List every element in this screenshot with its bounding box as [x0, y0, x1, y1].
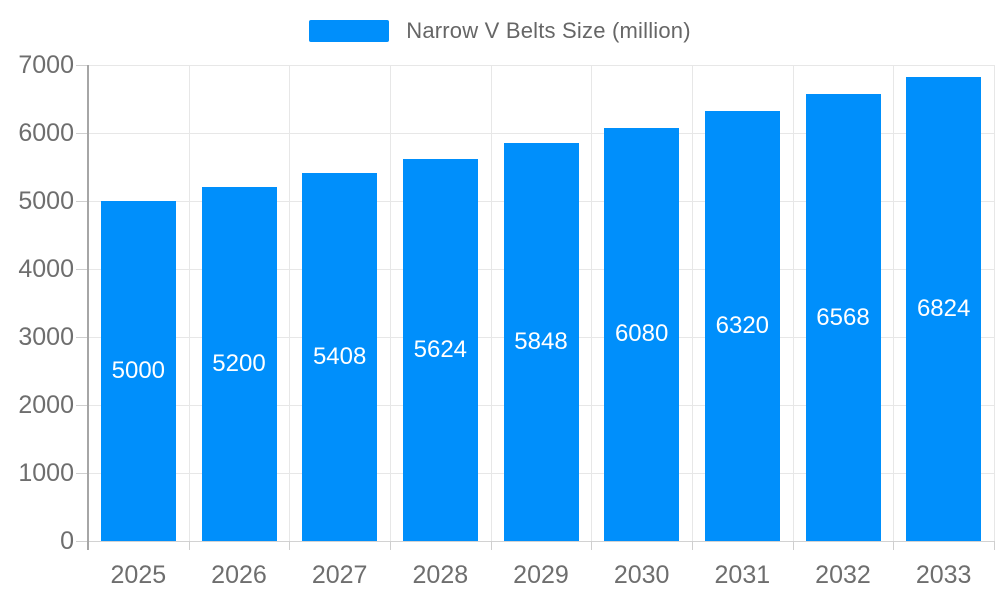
- y-axis-tick: [76, 337, 88, 338]
- x-gridline: [994, 65, 995, 541]
- bar-2025[interactable]: 5000: [100, 201, 176, 541]
- bar-value-label: 6824: [916, 294, 971, 322]
- bar-2032[interactable]: 6568: [805, 94, 881, 541]
- y-axis-label: 1000: [18, 459, 74, 487]
- bar-2029[interactable]: 5848: [503, 143, 579, 541]
- x-axis-tick: [188, 541, 190, 550]
- x-axis-label: 2027: [311, 561, 368, 589]
- bar-2031[interactable]: 6320: [704, 111, 780, 541]
- x-gridline: [390, 65, 391, 541]
- x-axis-label: 2026: [211, 561, 267, 589]
- x-axis-tick: [289, 541, 291, 550]
- bar-value-label: 5408: [312, 343, 367, 371]
- bar-value-label: 5848: [514, 328, 568, 356]
- x-gridline: [289, 65, 291, 541]
- y-axis-label: 7000: [18, 51, 74, 79]
- y-axis-tick: [76, 541, 88, 542]
- y-axis-label: 6000: [18, 119, 74, 147]
- x-axis-label: 2032: [815, 561, 871, 589]
- x-axis-label: 2031: [714, 561, 771, 589]
- bar-value-label: 5624: [413, 335, 468, 363]
- x-gridline: [591, 65, 593, 541]
- y-axis-tick: [76, 269, 88, 270]
- y-axis-tick: [76, 65, 88, 66]
- y-axis-label: 0: [60, 527, 74, 555]
- x-axis-label: 2029: [513, 561, 569, 589]
- x-axis-tick: [792, 541, 794, 550]
- x-gridline: [692, 65, 693, 541]
- x-gridline: [188, 65, 190, 541]
- y-gridline: [88, 133, 994, 134]
- x-axis-tick: [390, 541, 391, 550]
- bar-value-label: 5200: [212, 350, 266, 378]
- bar-2030[interactable]: 6080: [604, 127, 680, 541]
- bar-2028[interactable]: 5624: [402, 158, 478, 541]
- y-gridline: [88, 541, 994, 542]
- y-axis-label: 4000: [18, 255, 74, 283]
- x-axis-label: 2033: [915, 561, 972, 589]
- y-axis-label: 2000: [18, 391, 74, 419]
- x-axis-label: 2030: [613, 561, 670, 589]
- x-gridline: [792, 65, 794, 541]
- bar-2027[interactable]: 5408: [302, 173, 378, 541]
- bar-value-label: 6320: [715, 312, 770, 340]
- y-axis-tick: [76, 473, 88, 474]
- y-axis-tick: [76, 133, 88, 134]
- bar-2033[interactable]: 6824: [906, 76, 982, 541]
- x-axis-label: 2025: [110, 561, 167, 589]
- x-gridline: [490, 65, 492, 541]
- x-gridline: [893, 65, 895, 541]
- x-axis-tick: [893, 541, 895, 550]
- y-axis-line: [87, 65, 89, 550]
- y-axis-tick: [76, 201, 88, 202]
- legend-label: Narrow V Belts Size (million): [406, 18, 691, 43]
- bar-2026[interactable]: 5200: [201, 187, 277, 541]
- legend-item[interactable]: Narrow V Belts Size (million): [0, 18, 1000, 44]
- x-axis-tick: [692, 541, 693, 550]
- x-axis-tick: [490, 541, 492, 550]
- y-gridline: [88, 65, 994, 66]
- y-axis-tick: [76, 405, 88, 406]
- legend-color-swatch: [309, 20, 390, 42]
- bar-value-label: 6080: [614, 320, 669, 348]
- x-axis-tick: [591, 541, 593, 550]
- bar-value-label: 6568: [816, 303, 870, 331]
- y-axis-label: 3000: [18, 323, 74, 351]
- x-axis-label: 2028: [412, 561, 469, 589]
- bar-value-label: 5000: [111, 357, 166, 384]
- y-axis-label: 5000: [18, 187, 74, 215]
- x-axis-tick: [994, 541, 995, 550]
